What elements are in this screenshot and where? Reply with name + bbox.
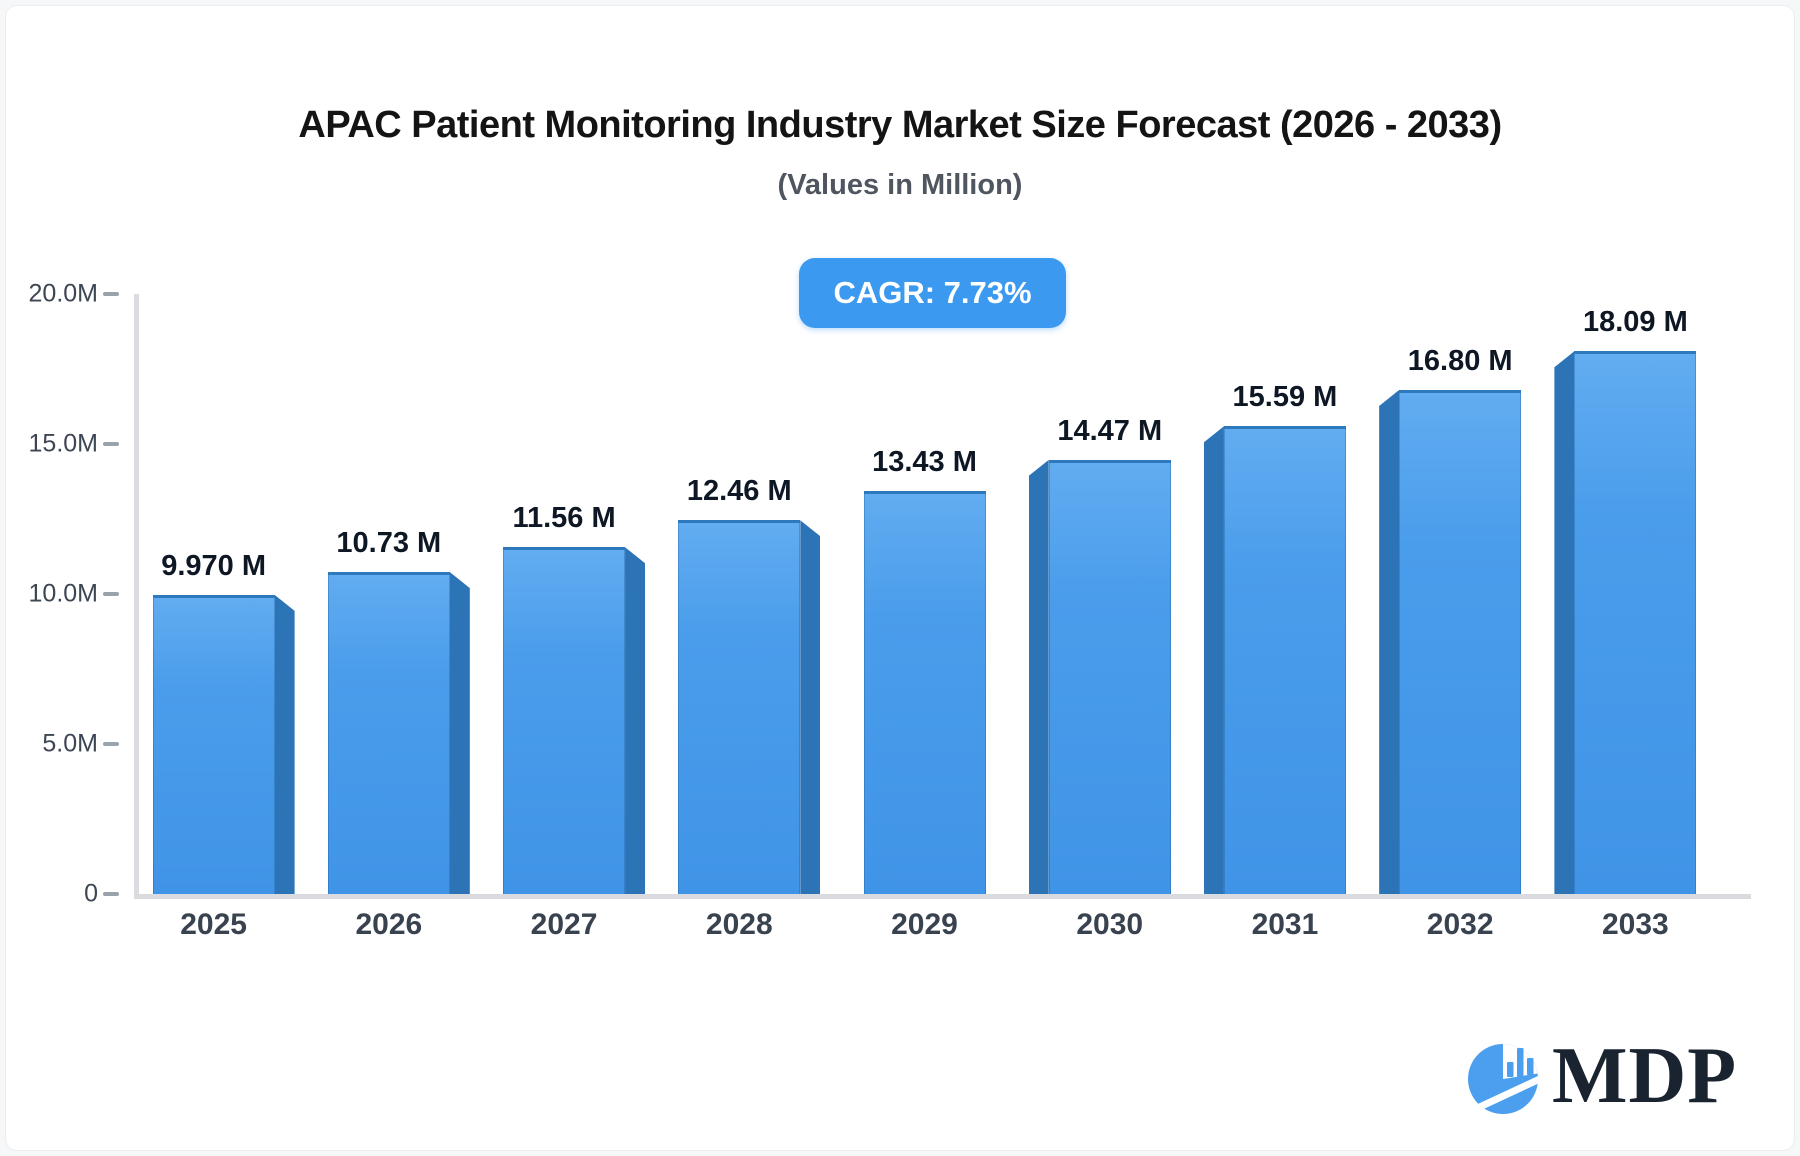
bar-value-label-2031: 15.59 M [1232, 381, 1338, 414]
bar-value-label-2027: 11.56 M [512, 502, 616, 535]
cagr-badge-label: CAGR: 7.73% [833, 275, 1032, 310]
bar-value-label-2026: 10.73 M [336, 527, 442, 560]
x-axis-label-2029: 2029 [891, 908, 958, 941]
pie-bar-chart-icon [1467, 1044, 1544, 1116]
bar-side-face-2031 [1203, 426, 1224, 894]
x-axis-label-2032: 2032 [1426, 908, 1494, 941]
y-tick-label-10.0M: 10.0M [28, 579, 98, 608]
bar-side-face-2030 [1028, 459, 1049, 894]
y-tick-mark [103, 292, 119, 296]
y-tick-label-5.0M: 5.0M [42, 729, 98, 758]
bar-side-face-2027 [625, 547, 646, 894]
chart-card: APAC Patient Monitoring Industry Market … [5, 5, 1795, 1151]
bar-side-face-2028 [800, 520, 821, 894]
y-tick-mark [103, 742, 119, 746]
y-tick-label-20.0M: 20.0M [28, 279, 98, 308]
bar-side-face-2026 [449, 572, 470, 894]
x-axis-baseline [134, 894, 1751, 899]
x-axis-label-2031: 2031 [1251, 908, 1319, 941]
page-subtitle: (Values in Million) [777, 169, 1023, 201]
x-axis-label-2028: 2028 [705, 908, 773, 941]
cagr-badge: CAGR: 7.73% [799, 258, 1066, 328]
logo-text: MDP [1552, 1032, 1738, 1120]
y-tick-label-15.0M: 15.0M [28, 429, 98, 458]
bar-value-label-2028: 12.46 M [686, 475, 792, 508]
y-tick-mark [103, 442, 119, 446]
bar-2028[interactable] [678, 520, 801, 897]
bar-value-label-2030: 14.47 M [1057, 414, 1163, 447]
bar-2025[interactable] [152, 594, 275, 897]
mdp-logo: MDP [1466, 1036, 1737, 1116]
y-tick-label-0: 0 [84, 879, 98, 908]
y-tick-mark [103, 592, 119, 596]
x-axis-label-2026: 2026 [355, 908, 423, 941]
x-axis-label-2027: 2027 [530, 908, 598, 941]
bar-2032[interactable] [1399, 390, 1522, 897]
y-tick-mark [103, 892, 119, 896]
bar-value-label-2025: 9.970 M [161, 549, 266, 582]
bar-2027[interactable] [503, 547, 626, 897]
bar-2029[interactable] [863, 491, 986, 897]
page-title: APAC Patient Monitoring Industry Market … [298, 104, 1502, 146]
bar-2030[interactable] [1048, 459, 1171, 897]
bar-2031[interactable] [1223, 426, 1346, 897]
bar-side-face-2033 [1554, 351, 1575, 894]
bar-2026[interactable] [327, 572, 450, 897]
bar-value-label-2033: 18.09 M [1582, 306, 1688, 339]
bar-side-face-2032 [1379, 390, 1400, 894]
bar-value-label-2029: 13.43 M [872, 446, 977, 479]
x-axis-label-2033: 2033 [1602, 908, 1669, 941]
y-axis-line [134, 294, 139, 894]
x-axis-label-2025: 2025 [180, 908, 247, 941]
bar-side-face-2025 [274, 594, 295, 894]
bar-value-label-2032: 16.80 M [1407, 345, 1513, 377]
bar-2033[interactable] [1574, 351, 1697, 897]
x-axis-label-2030: 2030 [1076, 908, 1144, 941]
